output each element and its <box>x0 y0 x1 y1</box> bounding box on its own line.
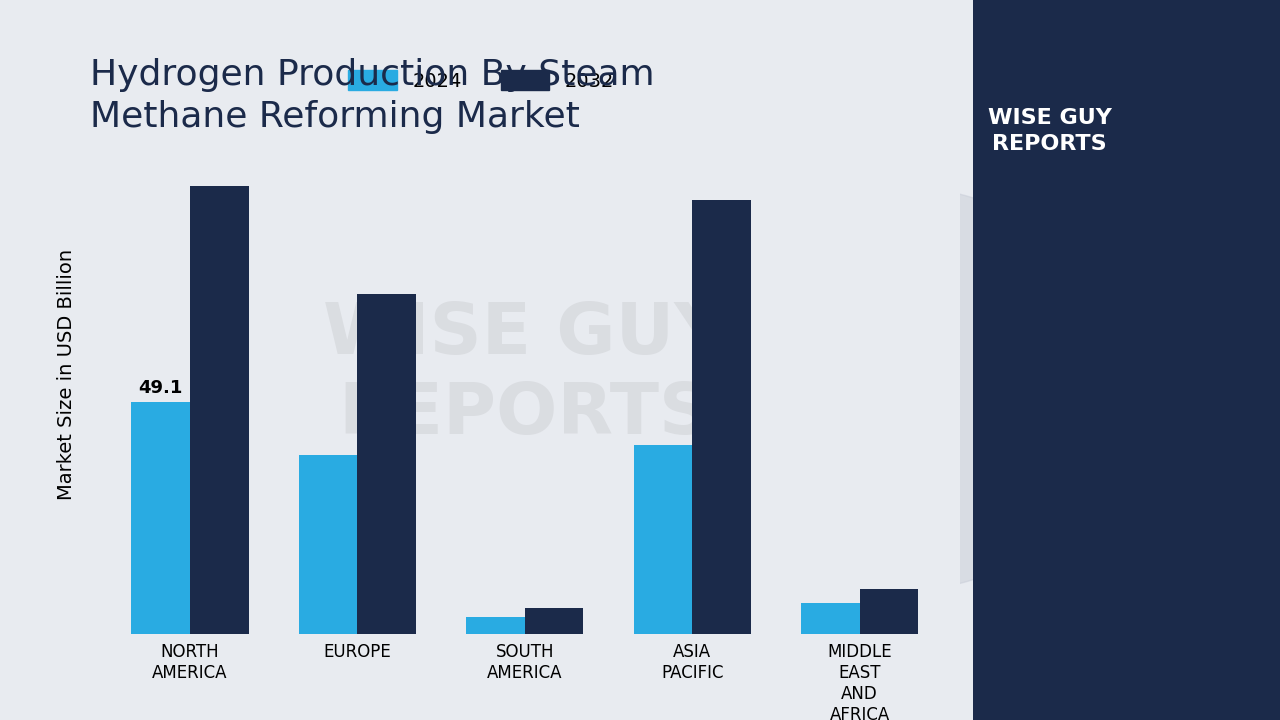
Bar <box>860 589 918 634</box>
Text: WISE GUY
REPORTS: WISE GUY REPORTS <box>323 300 727 449</box>
Bar <box>189 186 248 634</box>
Y-axis label: Market Size in USD Billion: Market Size in USD Billion <box>56 249 76 500</box>
Bar <box>525 608 584 634</box>
Bar <box>298 454 357 634</box>
Bar <box>692 200 751 634</box>
Bar <box>634 445 692 634</box>
Bar <box>132 402 189 634</box>
Text: Hydrogen Production By Steam
Methane Reforming Market: Hydrogen Production By Steam Methane Ref… <box>90 58 654 134</box>
Bar <box>801 603 860 634</box>
Bar <box>357 294 416 634</box>
Text: 49.1: 49.1 <box>138 379 183 397</box>
Legend: 2024, 2032: 2024, 2032 <box>340 63 622 99</box>
Bar <box>466 617 525 634</box>
Text: WISE GUY
REPORTS: WISE GUY REPORTS <box>988 108 1111 154</box>
